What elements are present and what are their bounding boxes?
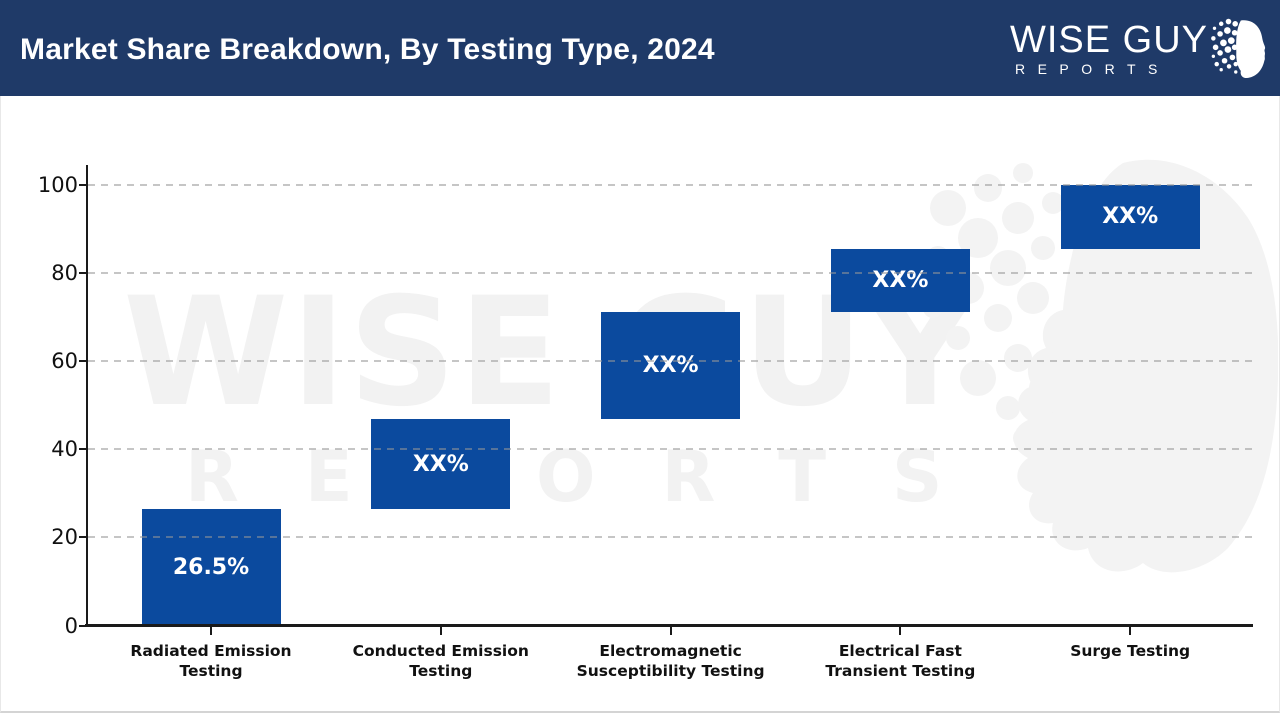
y-gridline [88, 272, 1253, 275]
y-tick-mark [79, 536, 87, 539]
y-tick-label: 40 [51, 437, 78, 462]
page-title: Market Share Breakdown, By Testing Type,… [20, 33, 715, 66]
wiseguy-logo: WISE GUY REPORTS [1010, 6, 1266, 92]
watermark-subtitle: REPORTS [185, 436, 1009, 518]
x-axis-line [85, 624, 1253, 627]
y-tick-mark [79, 448, 87, 451]
y-gridline [88, 448, 1253, 451]
bar-value-label: 26.5% [172, 554, 250, 580]
x-tick-mark [210, 626, 212, 635]
bar-value-label: XX% [872, 267, 929, 293]
waterfall-bar: XX% [1060, 185, 1200, 249]
y-gridline [88, 360, 1253, 363]
bar-value-label: XX% [642, 353, 699, 379]
y-tick-label: 100 [37, 173, 78, 197]
y-tick-label: 60 [51, 349, 78, 374]
y-gridline [88, 536, 1253, 539]
x-tick-mark [669, 626, 672, 635]
y-tick-label: 0 [64, 613, 78, 638]
x-tick-mark [439, 626, 442, 635]
watermark-head-icon [923, 159, 1278, 573]
wiseguy-head-icon [1211, 18, 1266, 79]
header-bar: Market Share Breakdown, By Testing Type,… [0, 0, 1280, 96]
category-label: Electromagnetic Susceptibility Testing [576, 642, 765, 681]
y-tick-mark [79, 184, 87, 186]
y-gridline [88, 184, 1253, 186]
waterfall-bar: XX% [371, 419, 511, 509]
category-label: Conducted Emission Testing [352, 642, 529, 681]
y-tick-mark [79, 624, 87, 627]
category-label: Electrical Fast Transient Testing [825, 642, 976, 681]
bar-value-label: XX% [1102, 204, 1159, 230]
y-tick-label: 80 [51, 261, 78, 286]
x-tick-mark [899, 626, 902, 635]
bar-value-label: XX% [412, 451, 469, 477]
y-tick-mark [79, 360, 87, 363]
wiseguy-logo-text: WISE GUY REPORTS [1009, 19, 1208, 77]
logo-wordmark: WISE GUY [1009, 19, 1208, 62]
category-label: Surge Testing [1070, 642, 1191, 660]
logo-subtitle: REPORTS [1014, 60, 1170, 77]
y-tick-label: 20 [51, 525, 78, 550]
waterfall-bar: XX% [601, 311, 741, 420]
y-axis-line [86, 165, 88, 627]
waterfall-bar: 26.5% [141, 508, 281, 626]
x-tick-mark [1129, 626, 1132, 635]
y-tick-mark [79, 272, 87, 275]
waterfall-bar: XX% [830, 248, 970, 312]
category-label: Radiated Emission Testing [130, 642, 292, 681]
